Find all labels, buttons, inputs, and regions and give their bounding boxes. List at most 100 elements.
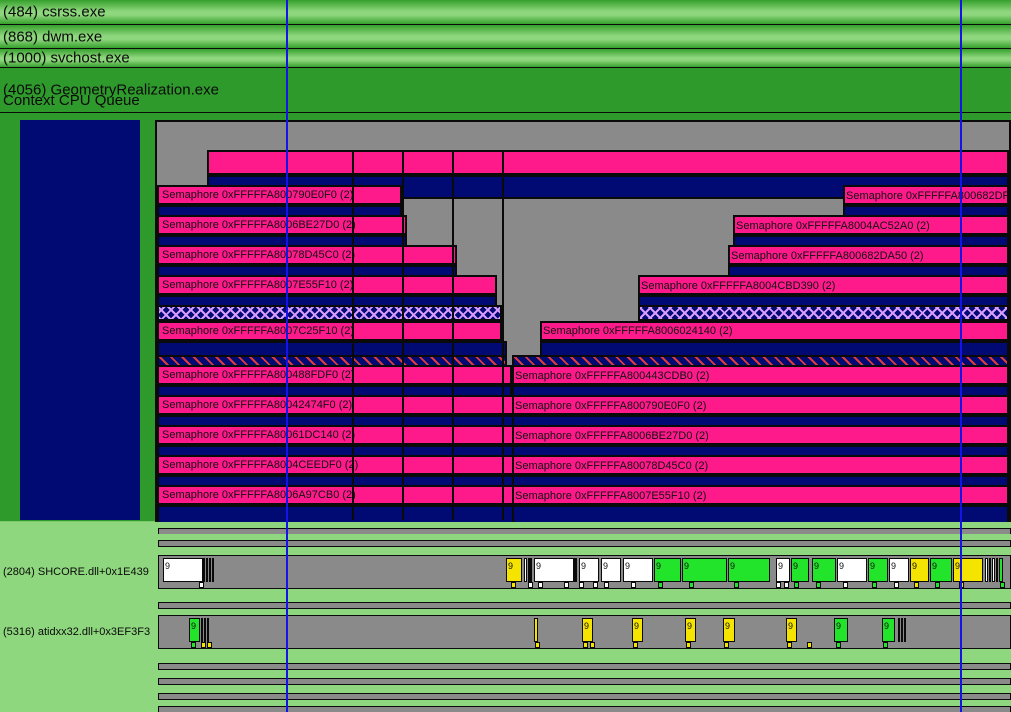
thread-activity-block[interactable]: 9 xyxy=(930,558,952,582)
queue-segment[interactable] xyxy=(638,305,1009,321)
thread-activity-block[interactable]: 9 xyxy=(776,558,790,582)
thread-marker-pin[interactable] xyxy=(658,582,663,588)
queue-segment[interactable] xyxy=(512,395,1009,415)
thread-activity-block[interactable]: 9 xyxy=(812,558,836,582)
thread-marker-pin[interactable] xyxy=(191,642,196,648)
thread-marker-pin[interactable] xyxy=(633,642,638,648)
thread-activity-block[interactable] xyxy=(996,558,998,582)
thread-activity-block[interactable] xyxy=(528,558,532,582)
thread-activity-block[interactable]: 9 xyxy=(163,558,203,582)
time-cursor[interactable] xyxy=(960,0,962,712)
thread-activity-block[interactable]: 9 xyxy=(579,558,599,582)
thread-activity-block[interactable]: 9 xyxy=(632,618,643,642)
queue-segment[interactable]: Semaphore 0xFFFFFA8007E55F10 (2) xyxy=(157,275,497,295)
thread-marker-pin[interactable] xyxy=(894,582,899,588)
thread-marker-pin[interactable] xyxy=(734,582,739,588)
thread-activity-block[interactable] xyxy=(201,618,203,642)
empty-track-row[interactable] xyxy=(0,596,1011,615)
thread-activity-block[interactable]: 9 xyxy=(654,558,681,582)
thread-activity-block[interactable]: 9 xyxy=(723,618,735,642)
thread-marker-pin[interactable] xyxy=(564,582,569,588)
thread-activity-block[interactable] xyxy=(985,558,988,582)
thread-activity-block[interactable]: 9 xyxy=(685,618,696,642)
thread-marker-pin[interactable] xyxy=(604,582,609,588)
thread-activity-block[interactable]: 9 xyxy=(837,558,867,582)
empty-track-row[interactable] xyxy=(0,534,1011,553)
thread-marker-pin[interactable] xyxy=(201,642,206,648)
queue-segment[interactable] xyxy=(512,455,1009,475)
thread-marker-pin[interactable] xyxy=(528,582,533,588)
thread-activity-block[interactable] xyxy=(524,558,527,582)
queue-segment[interactable] xyxy=(843,185,1009,205)
queue-segment[interactable]: Semaphore 0xFFFFFA8006A97CB0 (2) xyxy=(157,485,522,505)
thread-marker-pin[interactable] xyxy=(207,642,212,648)
queue-segment[interactable] xyxy=(512,425,1009,445)
thread-marker-pin[interactable] xyxy=(836,642,841,648)
queue-segment[interactable]: Semaphore 0xFFFFFA800790E0F0 (2) xyxy=(157,185,402,205)
thread-activity-block[interactable] xyxy=(992,558,995,582)
thread-marker-pin[interactable] xyxy=(199,582,204,588)
thread-activity-block[interactable]: 9 xyxy=(506,558,522,582)
thread-activity-block[interactable] xyxy=(534,618,538,642)
process-row[interactable]: (1000) svchost.exe xyxy=(0,49,1011,68)
thread-activity-block[interactable] xyxy=(204,618,206,642)
thread-activity-block[interactable]: 9 xyxy=(834,618,848,642)
thread-marker-pin[interactable] xyxy=(511,582,516,588)
thread-activity-block[interactable] xyxy=(207,618,209,642)
thread-marker-pin[interactable] xyxy=(590,642,595,648)
queue-segment[interactable] xyxy=(512,365,1009,385)
queue-segment[interactable]: Semaphore 0xFFFFFA8004CEEDF0 (2) xyxy=(157,455,519,475)
thread-marker-pin[interactable] xyxy=(872,582,877,588)
thread-activity-block[interactable]: 9 xyxy=(882,618,895,642)
thread-activity-block[interactable] xyxy=(206,558,208,582)
thread-activity-block[interactable]: 9 xyxy=(786,618,797,642)
thread-marker-pin[interactable] xyxy=(686,642,691,648)
thread-activity-block[interactable]: 9 xyxy=(889,558,909,582)
thread-marker-pin[interactable] xyxy=(724,642,729,648)
queue-segment[interactable] xyxy=(638,275,1009,295)
queue-segment[interactable] xyxy=(157,305,502,321)
thread-activity-block[interactable] xyxy=(904,618,906,642)
queue-segment[interactable] xyxy=(733,215,1009,235)
queue-segment[interactable]: Semaphore 0xFFFFFA8006BE27D0 (2) xyxy=(157,215,407,235)
queue-segment[interactable] xyxy=(512,485,1009,505)
queue-segment[interactable]: Semaphore 0xFFFFFA800488FDF0 (2) xyxy=(157,365,512,385)
thread-marker-pin[interactable] xyxy=(776,582,781,588)
queue-segment[interactable]: Semaphore 0xFFFFFA80042474F0 (2) xyxy=(157,395,515,415)
thread-track[interactable]: 9 9 9 9 9 9 9 9 xyxy=(158,615,1011,649)
thread-marker-pin[interactable] xyxy=(593,582,598,588)
thread-marker-pin[interactable] xyxy=(535,642,540,648)
thread-activity-block[interactable]: 9 xyxy=(623,558,653,582)
thread-activity-block[interactable] xyxy=(901,618,903,642)
thread-activity-block[interactable]: 9 xyxy=(868,558,888,582)
thread-marker-pin[interactable] xyxy=(631,582,636,588)
thread-marker-pin[interactable] xyxy=(538,582,543,588)
empty-track-row[interactable] xyxy=(0,700,1011,712)
queue-plot-area[interactable]: Semaphore 0xFFFFFA800790E0F0 (2) Semaphor… xyxy=(155,120,1011,525)
thread-activity-block[interactable]: 9 xyxy=(601,558,621,582)
thread-activity-block[interactable] xyxy=(574,558,577,582)
queue-segment[interactable] xyxy=(728,245,1009,265)
thread-activity-block[interactable]: 9 xyxy=(534,558,574,582)
thread-activity-block[interactable]: 9 xyxy=(682,558,727,582)
queue-segment[interactable]: Semaphore 0xFFFFFA80061DC140 (2) xyxy=(157,425,517,445)
thread-marker-pin[interactable] xyxy=(787,642,792,648)
thread-marker-pin[interactable] xyxy=(816,582,821,588)
queue-segment[interactable] xyxy=(207,150,1009,175)
thread-activity-block[interactable] xyxy=(999,558,1003,582)
thread-activity-block[interactable]: 9 xyxy=(189,618,200,642)
thread-activity-block[interactable]: 9 xyxy=(910,558,929,582)
thread-activity-block[interactable]: 9 xyxy=(791,558,809,582)
thread-marker-pin[interactable] xyxy=(843,582,848,588)
thread-marker-pin[interactable] xyxy=(794,582,799,588)
queue-segment[interactable] xyxy=(540,321,1009,341)
thread-marker-pin[interactable] xyxy=(579,582,584,588)
thread-marker-pin[interactable] xyxy=(784,582,789,588)
thread-activity-block[interactable]: 9 xyxy=(953,558,983,582)
thread-marker-pin[interactable] xyxy=(914,582,919,588)
process-row[interactable]: (484) csrss.exe xyxy=(0,0,1011,25)
time-cursor[interactable] xyxy=(286,0,288,712)
thread-activity-block[interactable] xyxy=(898,618,900,642)
thread-marker-pin[interactable] xyxy=(883,642,888,648)
